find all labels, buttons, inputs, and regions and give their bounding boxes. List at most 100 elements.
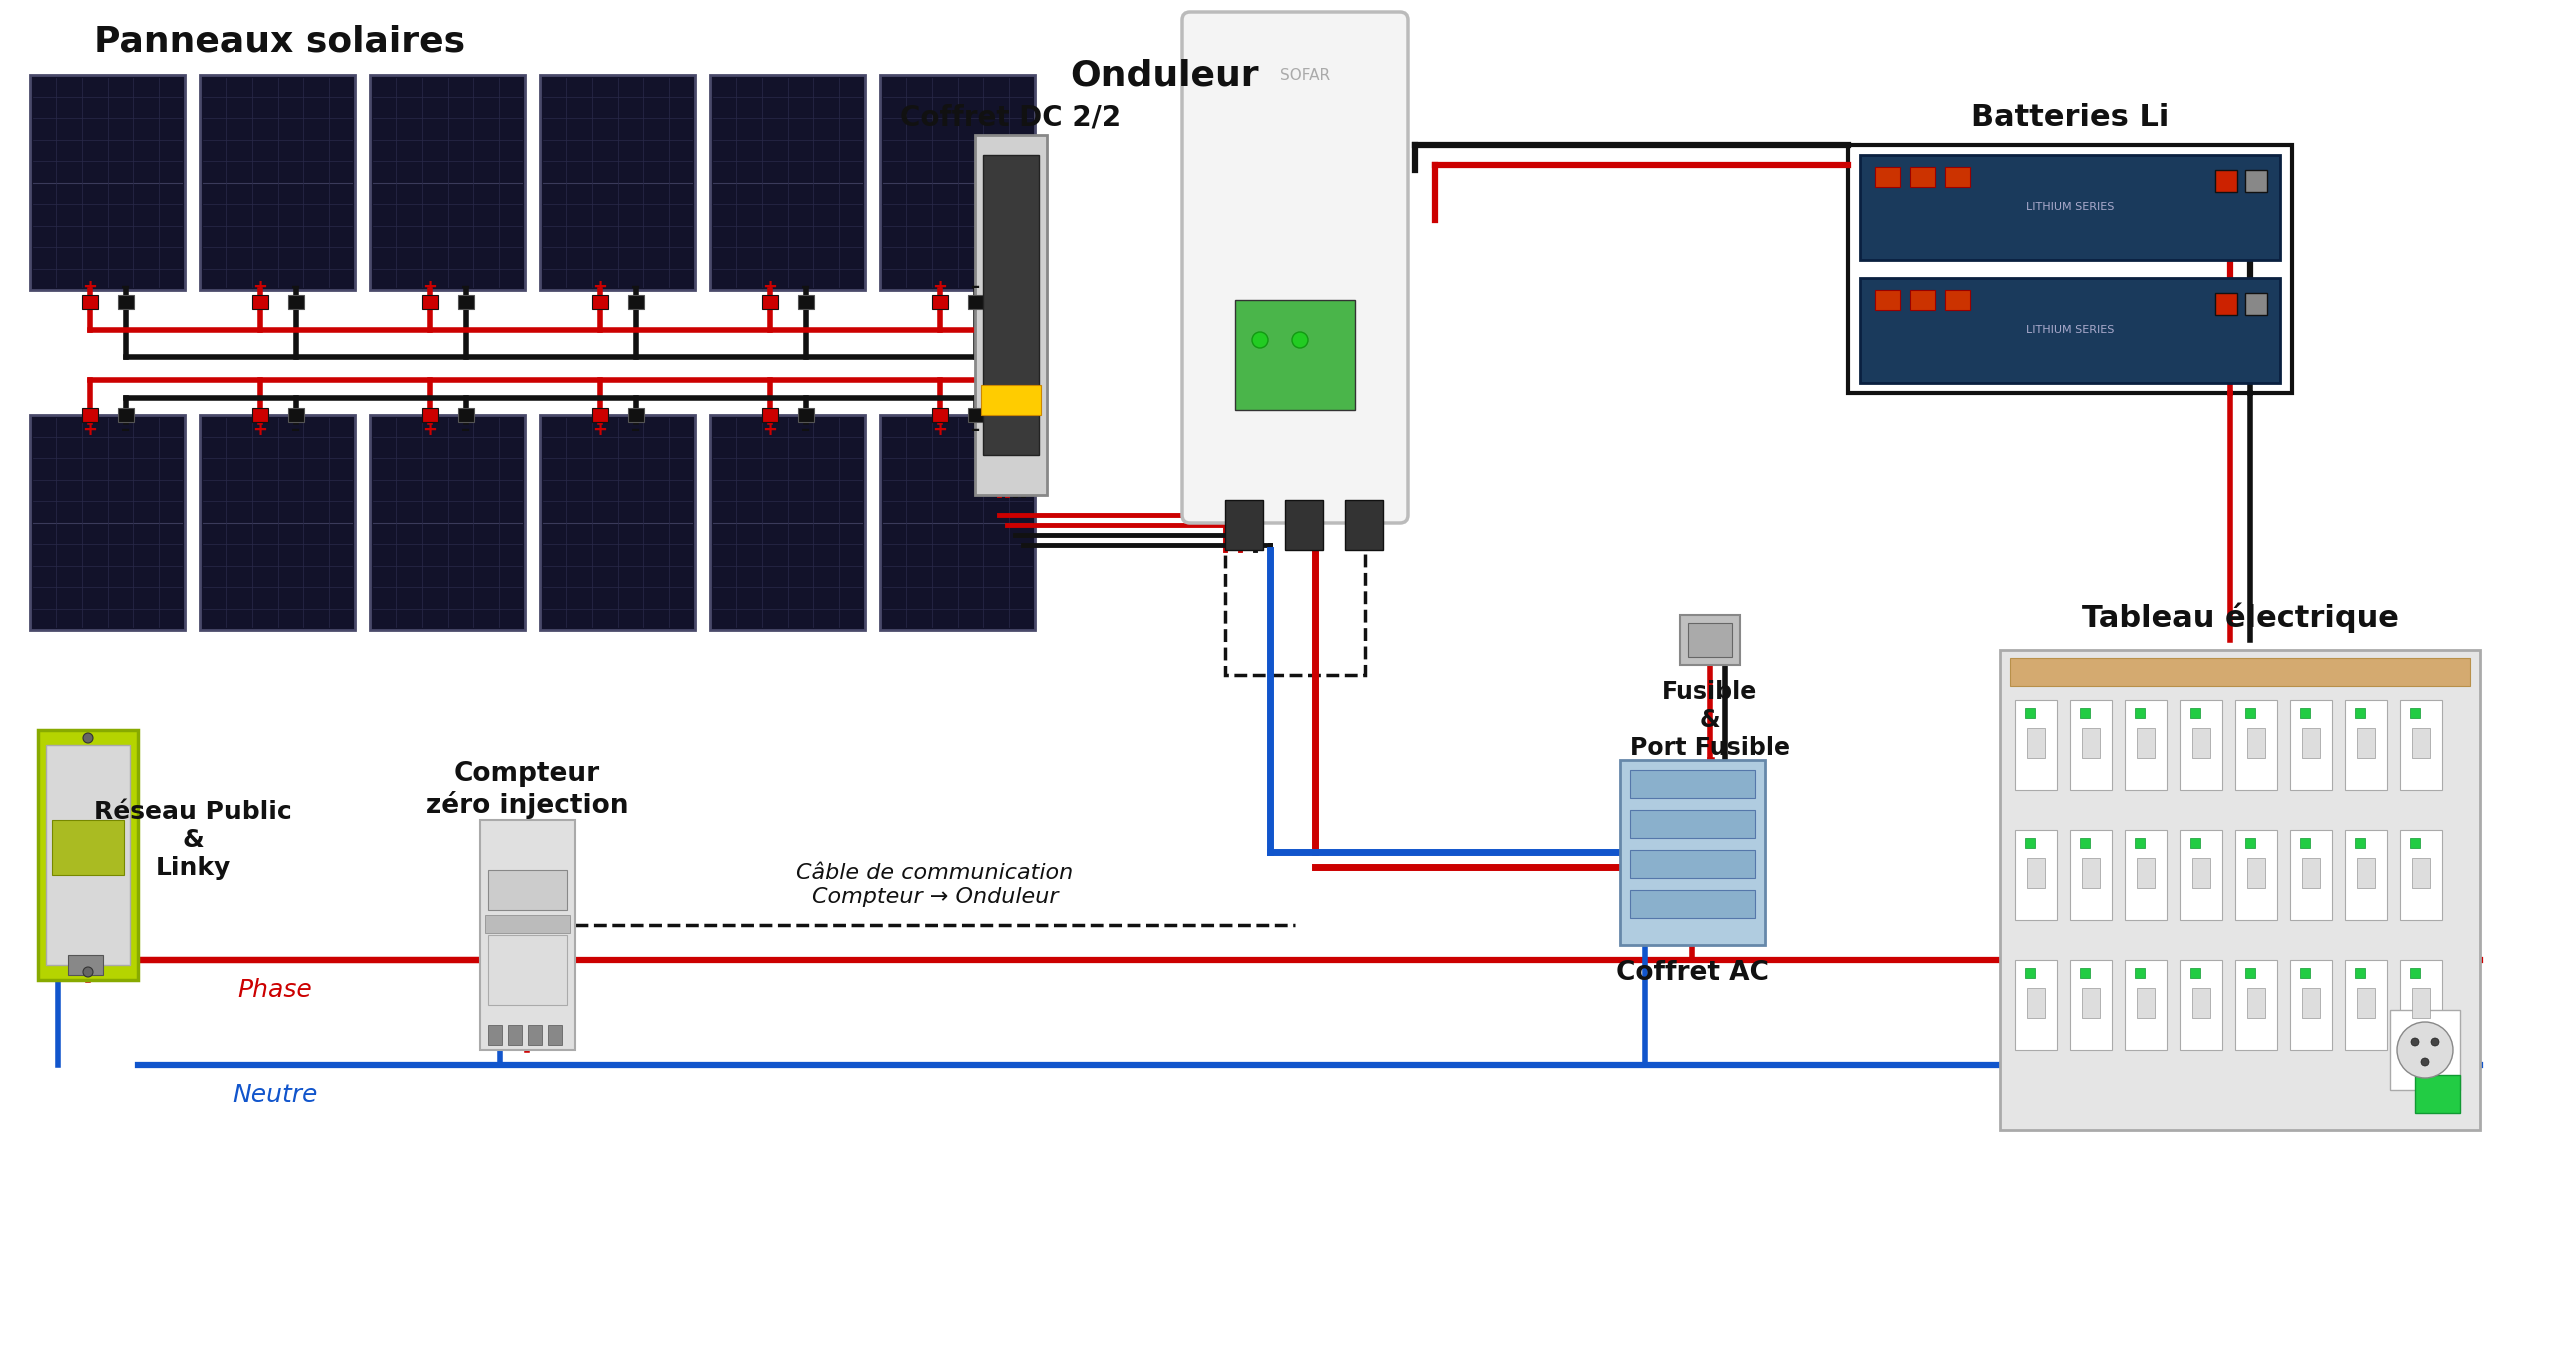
Bar [2025,839,2035,848]
Text: –: – [461,421,471,439]
Bar [1679,616,1741,665]
Bar [2291,830,2332,920]
Bar [709,75,865,289]
Bar [2189,839,2199,848]
Bar [38,730,138,980]
Bar [2025,708,2035,718]
Bar [1874,167,1900,188]
Text: +: + [251,421,266,439]
Bar [118,408,133,423]
Bar [2181,959,2222,1051]
Text: –: – [120,279,131,296]
Bar [1631,771,1756,798]
Bar [2299,968,2309,978]
Text: Batteries Li: Batteries Li [1971,102,2168,132]
Bar [489,870,566,911]
Bar [1285,500,1324,550]
Text: Neutre: Neutre [233,1083,317,1108]
Circle shape [1293,332,1308,348]
Bar [2401,959,2442,1051]
Bar [2245,708,2255,718]
Bar [1226,500,1262,550]
Bar [371,414,525,631]
Bar [1631,890,1756,917]
Text: LITHIUM SERIES: LITHIUM SERIES [2025,325,2115,336]
Text: +: + [422,421,438,439]
Bar [422,295,438,308]
Bar [51,819,123,875]
Bar [371,75,525,289]
Text: +: + [251,279,266,296]
Text: +: + [591,421,607,439]
Bar [1910,167,1935,188]
Bar [2301,988,2319,1018]
Circle shape [82,733,92,743]
Bar [2345,830,2386,920]
Bar [2358,728,2376,758]
Bar [2071,959,2112,1051]
Bar [200,414,356,631]
Bar [2355,839,2365,848]
Bar [1874,289,1900,310]
Text: –: – [630,279,640,296]
Bar [2135,968,2145,978]
Bar [1946,289,1971,310]
Bar [2079,839,2089,848]
Bar [2138,988,2156,1018]
Bar [2401,700,2442,790]
Bar [980,385,1042,414]
Text: Réseau Public
&
Linky: Réseau Public & Linky [95,800,292,879]
Bar [2412,728,2429,758]
Bar [2015,959,2058,1051]
Bar [2355,708,2365,718]
Bar [2291,700,2332,790]
Bar [458,295,474,308]
Bar [548,1025,563,1045]
Bar [627,408,643,423]
Bar [1946,167,1971,188]
Bar [46,745,131,965]
Bar [1226,510,1364,675]
Bar [2245,170,2268,192]
Bar [481,819,576,1051]
Bar [1631,810,1756,839]
Bar [82,408,97,423]
Bar [2010,658,2470,686]
Bar [489,935,566,1006]
Bar [2028,988,2045,1018]
FancyBboxPatch shape [1183,12,1408,523]
Bar [2214,294,2237,315]
Bar [458,408,474,423]
Text: Phase: Phase [238,978,312,1002]
Circle shape [82,968,92,977]
Circle shape [2422,1059,2429,1065]
Text: –: – [801,421,809,439]
Bar [2409,968,2419,978]
Bar [2391,1010,2460,1090]
Bar [2355,968,2365,978]
Text: +: + [763,279,778,296]
Text: –: – [801,279,809,296]
Bar [2358,858,2376,887]
Bar [2191,858,2209,887]
Bar [287,295,305,308]
Bar [591,408,607,423]
Text: +: + [422,279,438,296]
Bar [2028,728,2045,758]
Text: SOFAR: SOFAR [1280,68,1331,83]
Bar [2071,700,2112,790]
Bar [2125,830,2166,920]
Bar [2248,988,2266,1018]
Bar [200,75,356,289]
Bar [2414,1075,2460,1113]
Bar [2189,968,2199,978]
Bar [2081,988,2099,1018]
Bar [968,408,983,423]
Bar [82,295,97,308]
Text: +: + [763,421,778,439]
Text: Coffret AC: Coffret AC [1615,959,1769,987]
Bar [2025,968,2035,978]
Bar [2079,708,2089,718]
Bar [1999,650,2481,1129]
Bar [1910,289,1935,310]
